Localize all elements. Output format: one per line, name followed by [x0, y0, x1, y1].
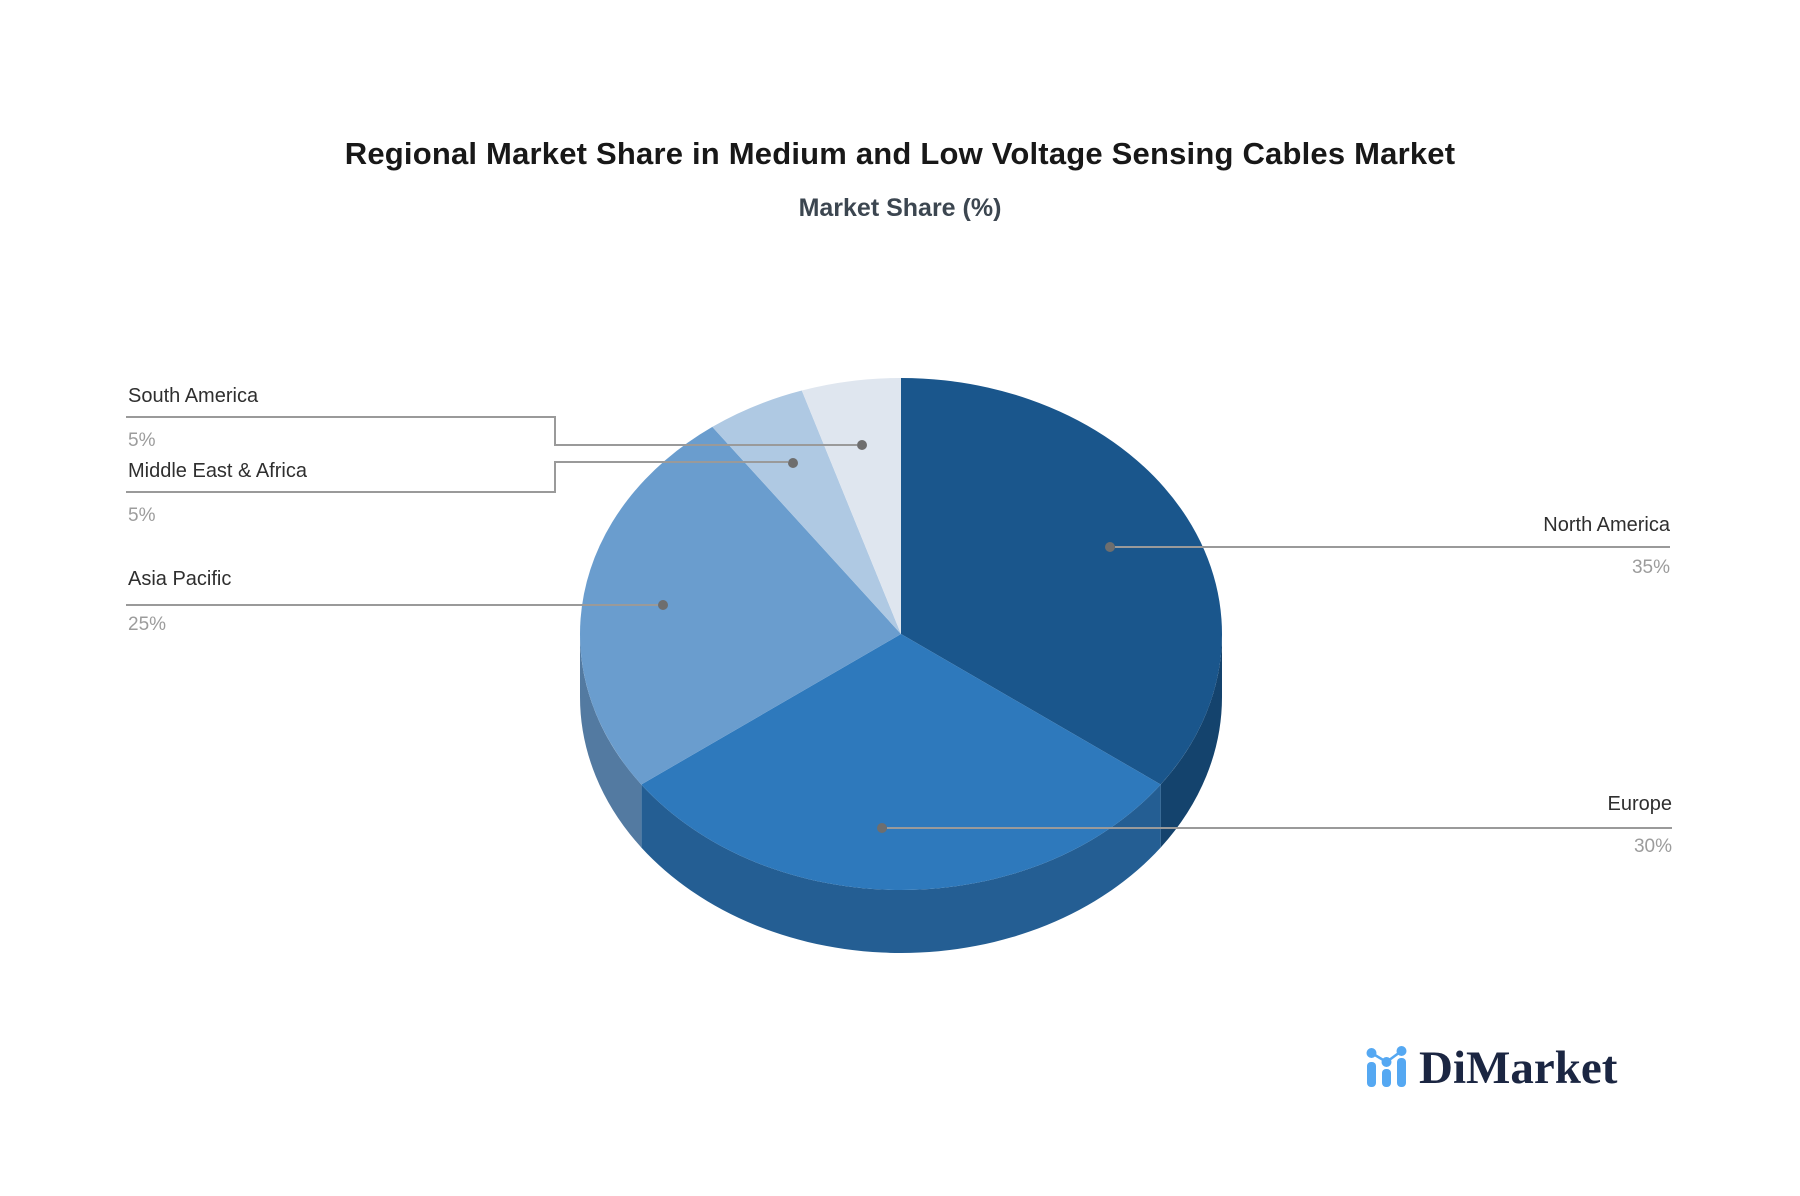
leader-dot-europe — [877, 823, 887, 833]
label-europe: Europe — [1607, 793, 1673, 815]
pie-wall-asia-pacific — [580, 634, 642, 848]
logo-bar — [1397, 1058, 1406, 1087]
value-north-america: 35% — [1631, 557, 1670, 578]
pie-wall-europe — [641, 784, 1161, 953]
pie-slice-europe — [641, 634, 1161, 890]
pie-slice-south-america — [801, 378, 901, 634]
label-middle-east-africa: Middle East & Africa — [128, 460, 307, 482]
pie-slice-asia-pacific — [580, 426, 901, 785]
logo-bar-chart-icon — [1366, 1046, 1407, 1087]
value-asia-pacific: 25% — [128, 614, 167, 635]
logo: DiMarket — [1363, 1040, 1633, 1100]
leader-dot-south-america — [857, 440, 867, 450]
leader-lines — [126, 416, 1672, 829]
label-asia-pacific: Asia Pacific — [128, 568, 232, 590]
logo-text: DiMarket — [1419, 1042, 1618, 1094]
leader-dot-middle-east-africa — [788, 458, 798, 468]
value-middle-east-africa: 5% — [128, 505, 156, 526]
pie-slice-middle-east-africa — [712, 390, 901, 634]
chart-title: Regional Market Share in Medium and Low … — [344, 136, 1456, 171]
leader-dot-asia-pacific — [658, 600, 668, 610]
logo-dot — [1381, 1057, 1392, 1067]
pie-3d-walls — [580, 634, 1222, 953]
leader-line-middle-east-africa — [126, 461, 788, 493]
value-south-america: 5% — [128, 430, 156, 451]
value-europe: 30% — [1633, 836, 1672, 857]
logo-dot — [1396, 1046, 1407, 1056]
pie-slices — [580, 378, 1222, 890]
label-north-america: North America — [1543, 514, 1670, 536]
logo-bar — [1382, 1069, 1391, 1087]
pie-slice-north-america — [901, 378, 1222, 785]
pie-wall-north-america — [1160, 634, 1222, 848]
logo-bar — [1367, 1062, 1376, 1087]
leader-dot-north-america — [1105, 542, 1115, 552]
leader-dots — [658, 440, 1115, 833]
label-south-america: South America — [128, 385, 259, 407]
chart-subtitle: Market Share (%) — [798, 194, 1002, 222]
leader-line-south-america — [126, 416, 857, 446]
logo-dot — [1366, 1048, 1377, 1058]
